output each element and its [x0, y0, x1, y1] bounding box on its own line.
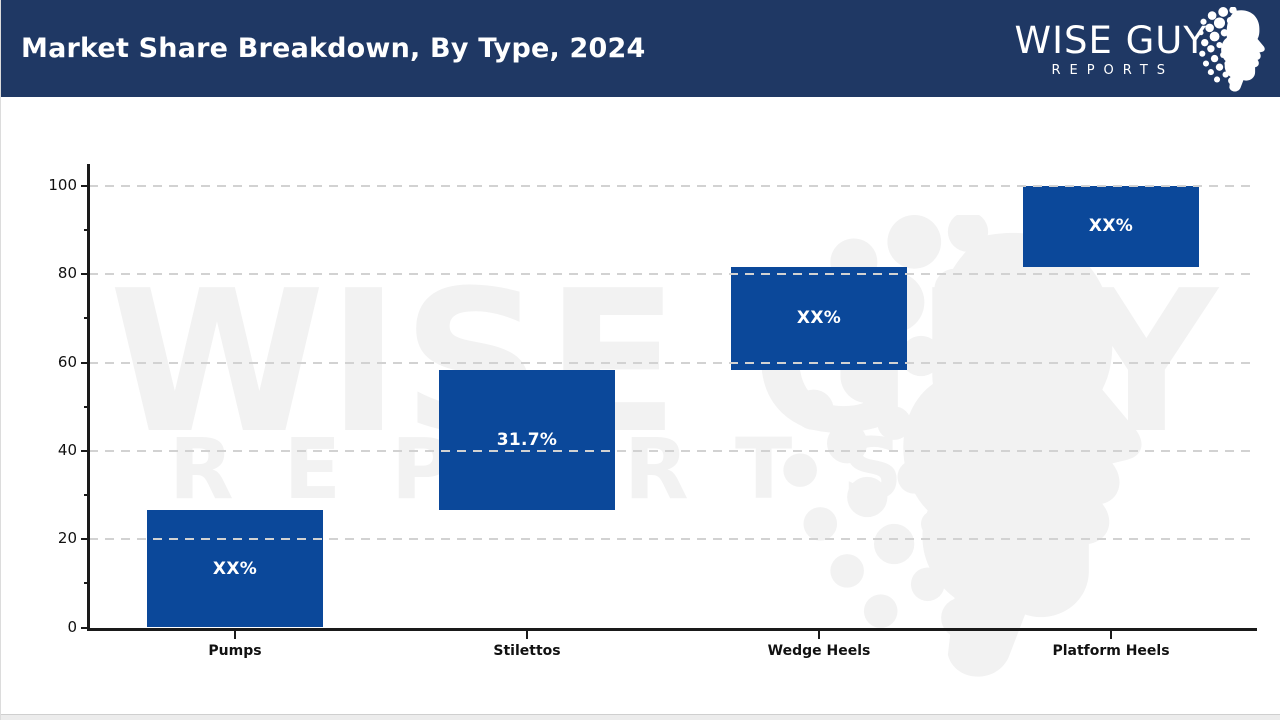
- y-minor-tick: [84, 405, 89, 408]
- x-tick: [818, 630, 820, 639]
- x-category-label: Platform Heels: [1052, 642, 1170, 659]
- logo-text: WISE GUY REPORTS: [1015, 22, 1207, 78]
- gridline-80: [89, 273, 1257, 276]
- y-major-tick: [81, 185, 89, 187]
- y-tick-label: 60: [57, 352, 77, 371]
- x-category-label: Wedge Heels: [767, 642, 871, 659]
- bar-stilettos: 31.7%: [439, 370, 615, 511]
- gridline-40: [89, 449, 1257, 452]
- y-tick-label: 20: [57, 529, 77, 548]
- y-minor-tick: [84, 229, 89, 232]
- gridline-100: [89, 185, 1257, 187]
- x-axis-spine: [87, 627, 1257, 631]
- y-minor-tick: [84, 582, 89, 585]
- bar-platform-heels: XX%: [1023, 186, 1199, 267]
- x-category-label: Stilettos: [493, 642, 561, 659]
- bar-value-label: XX%: [1088, 216, 1134, 237]
- header-band: Market Share Breakdown, By Type, 2024 WI…: [1, 0, 1280, 97]
- bar-wedge-heels: XX%: [731, 266, 907, 371]
- gridline-60: [89, 361, 1257, 364]
- logo-sub-text: REPORTS: [1051, 63, 1175, 78]
- bar-pumps: XX%: [147, 510, 323, 628]
- x-tick: [1110, 630, 1112, 639]
- x-tick: [234, 630, 236, 639]
- chart-plot-area: WISE GUY REPORTS XX%Pumps31.7%StilettosX…: [1, 97, 1280, 714]
- y-axis-spine: [87, 163, 90, 631]
- y-tick-label: 0: [67, 617, 77, 636]
- y-major-tick: [81, 449, 89, 452]
- y-tick-label: 40: [57, 440, 77, 459]
- gridline-20: [89, 538, 1257, 541]
- dotted-head-logo-icon: [1191, 7, 1275, 93]
- x-category-label: Pumps: [208, 642, 262, 659]
- x-tick: [526, 630, 528, 639]
- y-major-tick: [81, 538, 89, 541]
- y-tick-label: 100: [48, 176, 77, 194]
- bar-value-label: XX%: [212, 558, 258, 579]
- y-minor-tick: [84, 317, 89, 320]
- y-tick-label: 80: [57, 264, 77, 283]
- bar-value-label: XX%: [796, 308, 842, 329]
- y-minor-tick: [84, 494, 89, 497]
- y-major-tick: [81, 361, 89, 364]
- wise-guy-reports-logo: WISE GUY REPORTS: [1015, 6, 1275, 94]
- page-title: Market Share Breakdown, By Type, 2024: [21, 33, 646, 64]
- y-major-tick: [81, 273, 89, 276]
- footer-strip: [1, 714, 1280, 720]
- bar-value-label: 31.7%: [496, 430, 558, 451]
- logo-brand-text: WISE GUY: [1014, 19, 1207, 62]
- y-major-tick: [81, 626, 89, 629]
